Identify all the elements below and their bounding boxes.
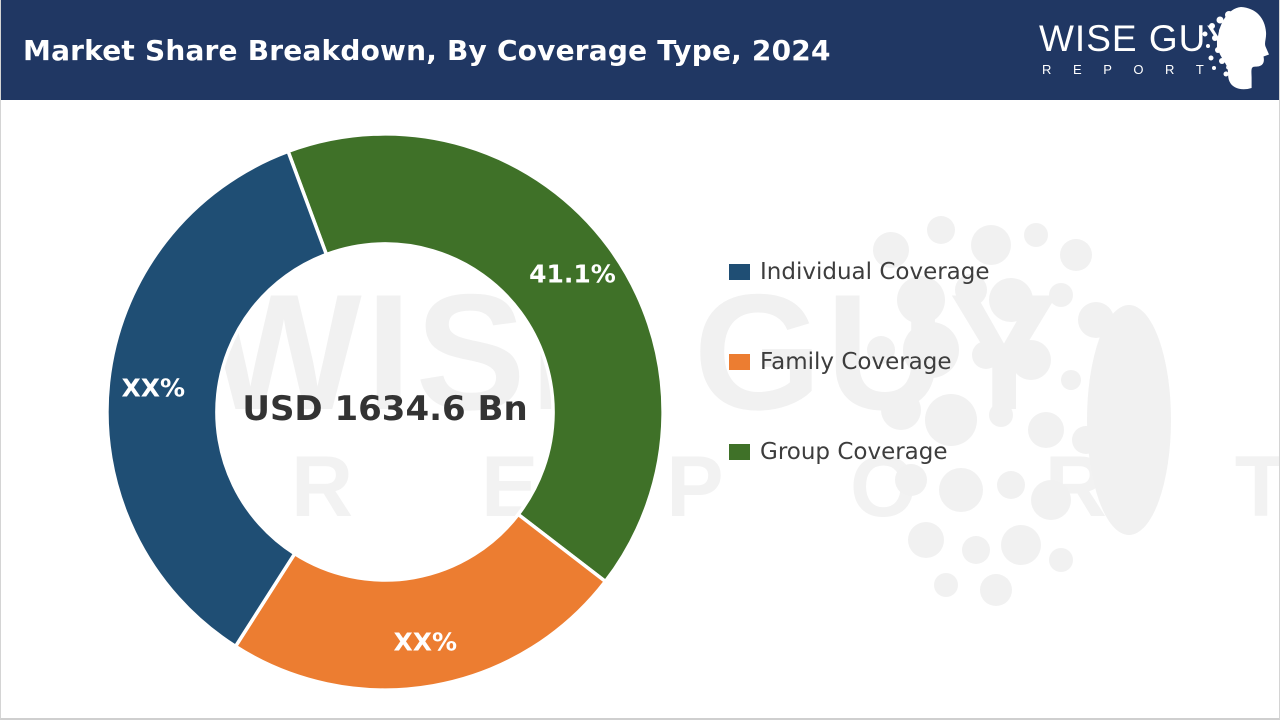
donut-segment-group-coverage xyxy=(285,134,663,584)
page-title: Market Share Breakdown, By Coverage Type… xyxy=(23,33,831,67)
legend-swatch-individual xyxy=(729,264,750,280)
donut-chart: 41.1% XX% XX% xyxy=(107,134,663,690)
chart-center-value: USD 1634.6 Bn xyxy=(242,389,528,429)
logo-subtitle: R E P O R T S xyxy=(1042,62,1243,77)
legend-item-group-coverage: Group Coverage xyxy=(729,438,990,466)
logo-head-icon xyxy=(1202,7,1269,90)
wise-guy-logo: WISE GUY R E P O R T S xyxy=(1039,0,1269,100)
legend-label: Group Coverage xyxy=(760,439,948,465)
header-bar: Market Share Breakdown, By Coverage Type… xyxy=(1,0,1279,100)
slice-label: XX% xyxy=(393,628,457,657)
logo-wordmark: WISE GUY xyxy=(1039,18,1233,59)
legend-label: Family Coverage xyxy=(760,349,952,375)
donut-segment-family-coverage xyxy=(233,511,608,690)
donut-segment-individual-coverage xyxy=(107,149,329,649)
legend-label: Individual Coverage xyxy=(760,259,990,285)
legend-item-family-coverage: Family Coverage xyxy=(729,348,990,376)
legend-item-individual-coverage: Individual Coverage xyxy=(729,258,990,286)
legend-swatch-family xyxy=(729,354,750,370)
slice-label: XX% xyxy=(121,373,185,402)
chart-legend: Individual Coverage Family Coverage Grou… xyxy=(729,258,990,528)
slice-label: 41.1% xyxy=(529,260,616,289)
legend-swatch-group xyxy=(729,444,750,460)
